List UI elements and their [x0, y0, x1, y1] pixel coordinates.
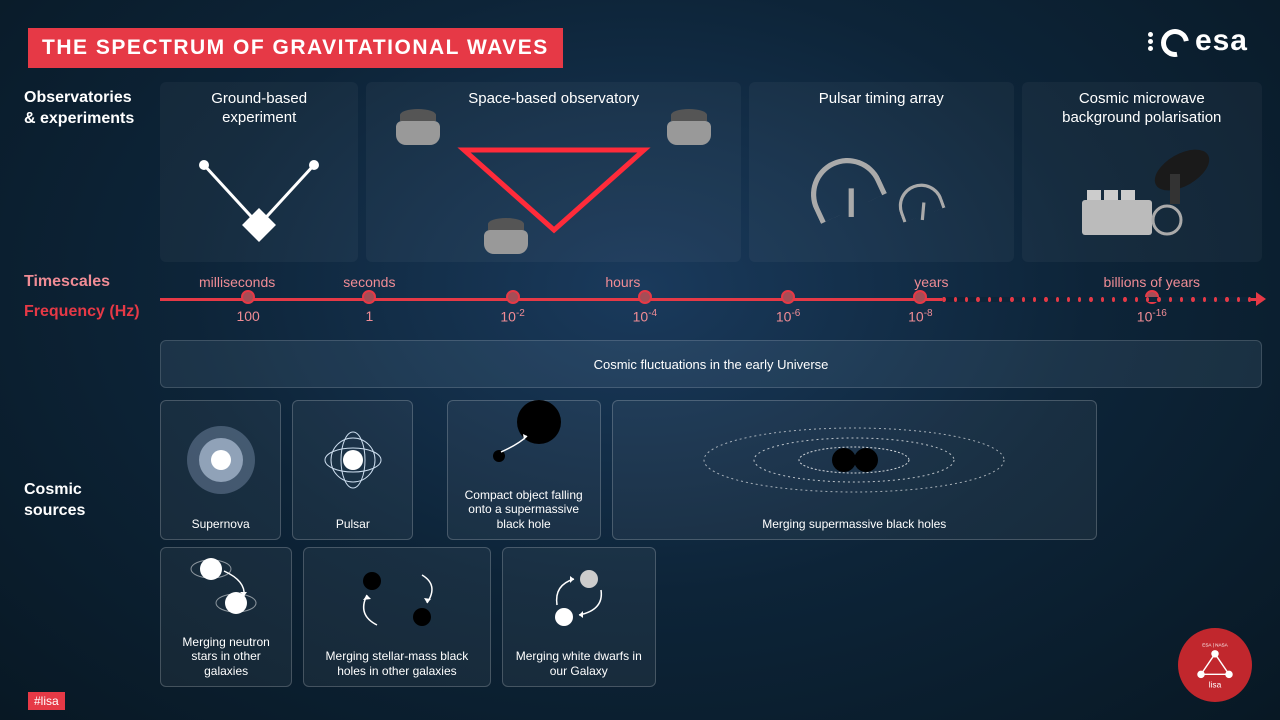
- compact-icon: [456, 394, 592, 484]
- frequency-label: 1: [365, 308, 373, 324]
- frequency-label: 10-16: [1137, 308, 1167, 325]
- smbh-icon: [621, 407, 1088, 513]
- obs-pulsar-timing: Pulsar timing array: [749, 82, 1013, 262]
- esa-logo: esa: [1148, 24, 1248, 58]
- axis-tick: [638, 290, 652, 304]
- supernova-icon: [169, 407, 272, 513]
- pulsar-timing-icon: [749, 109, 1013, 262]
- neutron-icon: [169, 541, 283, 631]
- cmb-telescope-icon: [1022, 128, 1263, 263]
- source-neutron: Merging neutron stars in other galaxies: [160, 547, 292, 687]
- timescale-label: hours: [605, 274, 640, 290]
- label-observatories: Observatories & experiments: [24, 88, 134, 130]
- timescale-label: billions of years: [1104, 274, 1201, 290]
- frequency-label: 10-8: [908, 308, 932, 325]
- timescale-label: milliseconds: [199, 274, 275, 290]
- obs-space: Space-based observatory: [366, 82, 741, 262]
- source-supernova: Supernova: [160, 400, 281, 540]
- cosmic-fluctuations-panel: Cosmic fluctuations in the early Univers…: [160, 340, 1262, 388]
- source-label: Merging white dwarfs in our Galaxy: [511, 649, 647, 678]
- frequency-label: 10-2: [500, 308, 524, 325]
- pulsar-icon: [301, 407, 404, 513]
- timescale-label: seconds: [343, 274, 395, 290]
- svg-text:ESA | NASA: ESA | NASA: [1202, 642, 1228, 647]
- lisa-mission-badge: ESA | NASA lisa: [1178, 628, 1252, 702]
- frequency-label: 10-4: [633, 308, 657, 325]
- source-whitedwarf: Merging white dwarfs in our Galaxy: [502, 547, 656, 687]
- frequency-axis: milliseconds seconds hours years billions of…: [160, 270, 1262, 330]
- space-observatory-icon: [414, 120, 694, 250]
- axis-tick: [506, 290, 520, 304]
- axis-tick: [362, 290, 376, 304]
- source-pulsar: Pulsar: [292, 400, 413, 540]
- hashtag-lisa: #lisa: [28, 692, 65, 710]
- source-compact: Compact object falling onto a supermassi…: [447, 400, 601, 540]
- label-sources: Cosmic sources: [24, 480, 85, 522]
- obs-cmb: Cosmic microwavebackground polarisation: [1022, 82, 1263, 262]
- source-label: Merging neutron stars in other galaxies: [169, 635, 283, 678]
- source-label: Merging stellar-mass black holes in othe…: [312, 649, 481, 678]
- source-stellarbh: Merging stellar-mass black holes in othe…: [303, 547, 490, 687]
- obs-ground: Ground-basedexperiment: [160, 82, 358, 262]
- axis-tick: [241, 290, 255, 304]
- source-label: Merging supermassive black holes: [762, 517, 946, 531]
- esa-logo-text: esa: [1195, 24, 1248, 58]
- source-label: Pulsar: [336, 517, 370, 531]
- label-timescales: Timescales: [24, 272, 110, 293]
- source-smbh: Merging supermassive black holes: [612, 400, 1097, 540]
- label-frequency: Frequency (Hz): [24, 302, 140, 323]
- frequency-label: 100: [236, 308, 259, 324]
- ground-interferometer-icon: [189, 145, 329, 245]
- frequency-label: 10-6: [776, 308, 800, 325]
- source-label: Supernova: [192, 517, 250, 531]
- source-label: Compact object falling onto a supermassi…: [456, 488, 592, 531]
- page-title: THE SPECTRUM OF GRAVITATIONAL WAVES: [28, 28, 563, 68]
- observatories-row: Ground-basedexperiment Space-based obser…: [160, 82, 1262, 262]
- whitedwarf-icon: [511, 554, 647, 645]
- axis-tick: [913, 290, 927, 304]
- stellarbh-icon: [312, 554, 481, 645]
- timescale-label: years: [914, 274, 948, 290]
- svg-text:lisa: lisa: [1209, 679, 1222, 689]
- axis-tick: [781, 290, 795, 304]
